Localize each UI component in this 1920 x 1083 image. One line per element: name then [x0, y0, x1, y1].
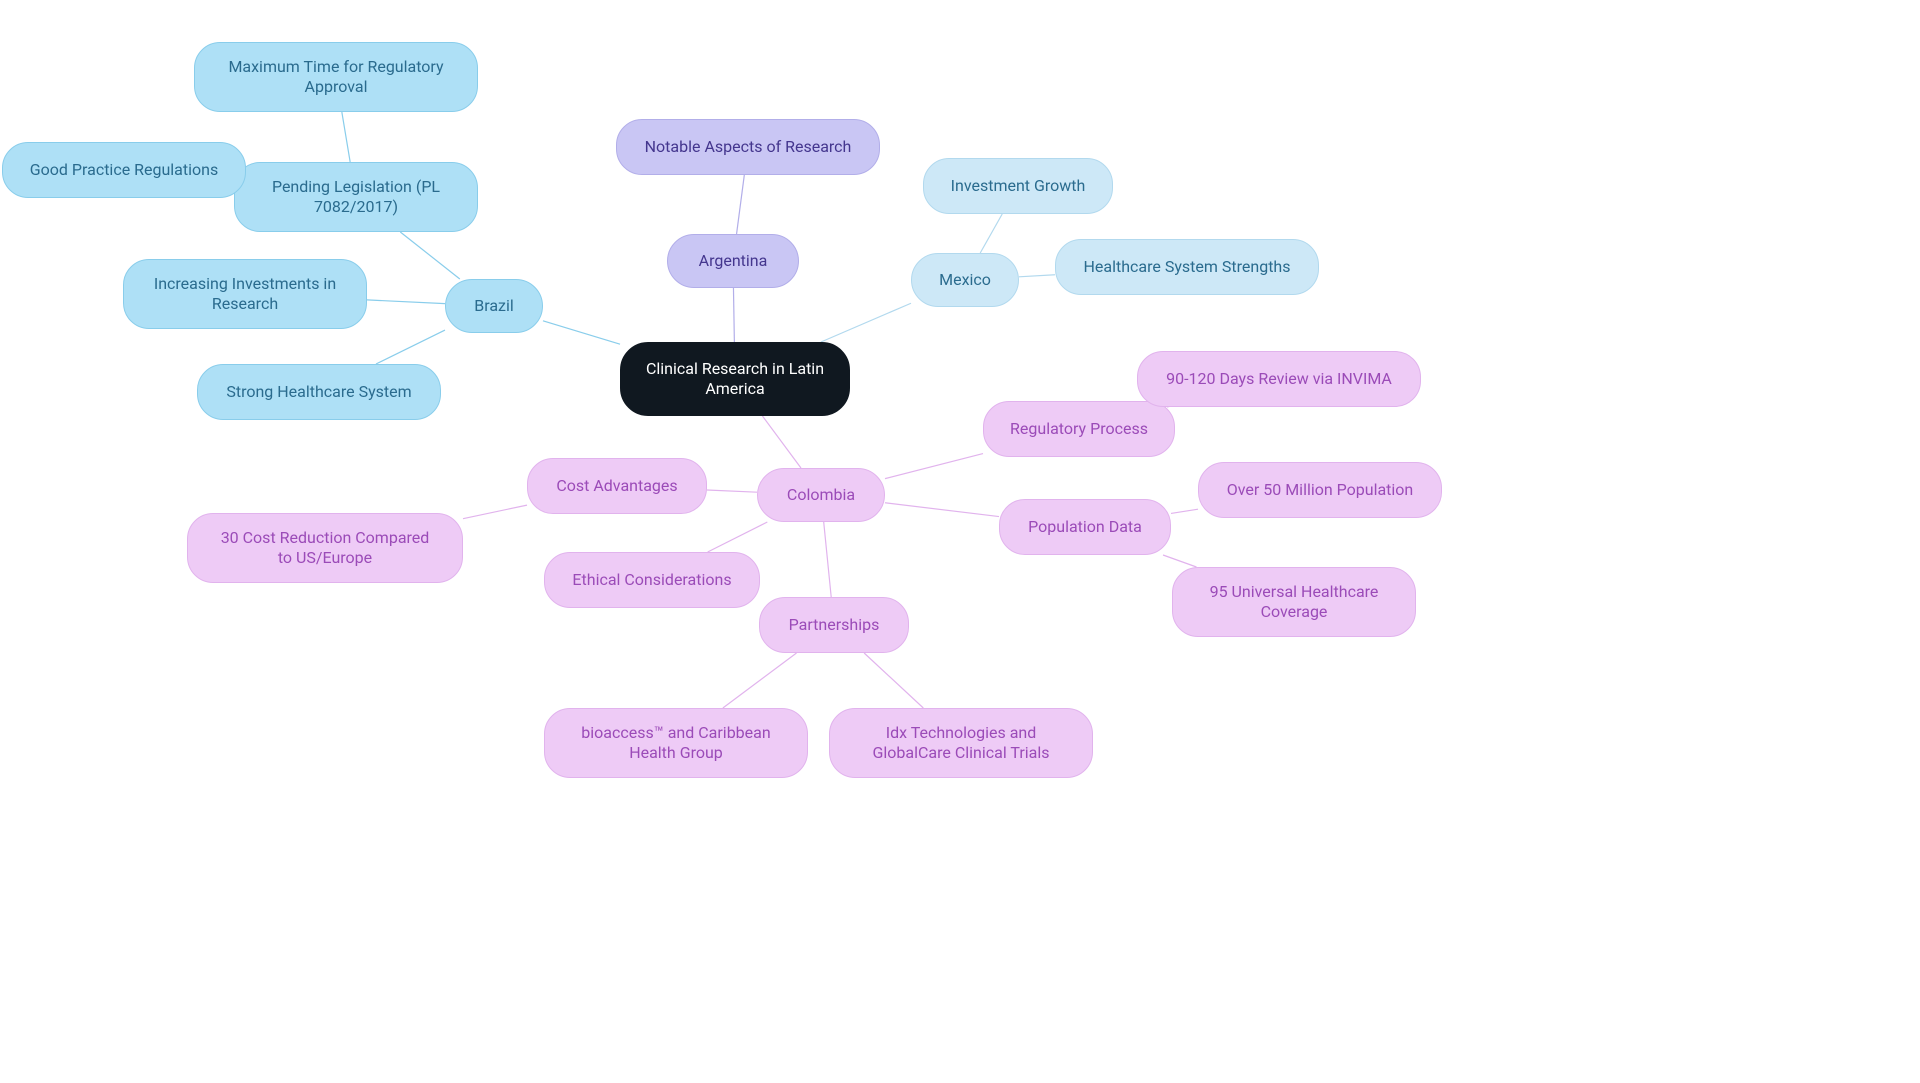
- edge: [762, 416, 801, 468]
- node-label: Mexico: [939, 270, 991, 290]
- node-col_ethics: Ethical Considerations: [544, 552, 760, 608]
- node-argentina: Argentina: [667, 234, 799, 288]
- node-argentina_aspects: Notable Aspects of Research: [616, 119, 880, 175]
- node-col_cost_30: 30 Cost Reduction Compared to US/Europe: [187, 513, 463, 583]
- node-label: Notable Aspects of Research: [645, 137, 852, 157]
- edge: [342, 112, 350, 162]
- node-label: Healthcare System Strengths: [1083, 257, 1290, 277]
- edge: [463, 505, 527, 519]
- node-mexico_invest: Investment Growth: [923, 158, 1113, 214]
- node-label: 30 Cost Reduction Compared to US/Europe: [212, 528, 438, 568]
- node-label: Strong Healthcare System: [226, 382, 411, 402]
- edge: [864, 653, 923, 708]
- edge: [824, 522, 832, 597]
- edge: [733, 288, 734, 342]
- node-colombia: Colombia: [757, 468, 885, 522]
- node-label: bioaccess™ and Caribbean Health Group: [569, 723, 783, 763]
- node-label: Regulatory Process: [1010, 419, 1148, 439]
- node-col_partners_bio: bioaccess™ and Caribbean Health Group: [544, 708, 808, 778]
- node-label: 90-120 Days Review via INVIMA: [1166, 369, 1392, 389]
- edge: [1163, 555, 1196, 567]
- edge: [367, 300, 445, 304]
- node-brazil_gpr: Good Practice Regulations: [2, 142, 246, 198]
- node-label: Increasing Investments in Research: [148, 274, 342, 314]
- node-brazil: Brazil: [445, 279, 543, 333]
- node-label: Colombia: [787, 485, 855, 505]
- edge: [885, 503, 999, 517]
- node-col_pop: Population Data: [999, 499, 1171, 555]
- node-col_partners_idx: Idx Technologies and GlobalCare Clinical…: [829, 708, 1093, 778]
- node-label: Investment Growth: [951, 176, 1086, 196]
- edge: [821, 303, 911, 342]
- node-label: Cost Advantages: [556, 476, 677, 496]
- node-col_pop_95: 95 Universal Healthcare Coverage: [1172, 567, 1416, 637]
- node-col_reg: Regulatory Process: [983, 401, 1175, 457]
- edge: [737, 175, 745, 234]
- edge: [707, 490, 757, 492]
- node-label: Over 50 Million Population: [1227, 480, 1414, 500]
- node-center: Clinical Research in Latin America: [620, 342, 850, 416]
- node-label: Pending Legislation (PL 7082/2017): [259, 177, 453, 217]
- edge: [1171, 509, 1198, 513]
- edge: [400, 232, 460, 279]
- node-label: Idx Technologies and GlobalCare Clinical…: [854, 723, 1068, 763]
- node-col_cost: Cost Advantages: [527, 458, 707, 514]
- node-label: Good Practice Regulations: [30, 160, 218, 180]
- edge: [723, 653, 797, 708]
- node-label: Population Data: [1028, 517, 1142, 537]
- node-label: 95 Universal Healthcare Coverage: [1197, 582, 1391, 622]
- node-brazil_health: Strong Healthcare System: [197, 364, 441, 420]
- edge: [1019, 275, 1055, 277]
- edge: [543, 321, 620, 344]
- edge: [885, 454, 983, 479]
- edge: [708, 522, 768, 552]
- node-label: Argentina: [699, 251, 768, 271]
- node-brazil_legis: Pending Legislation (PL 7082/2017): [234, 162, 478, 232]
- node-mexico: Mexico: [911, 253, 1019, 307]
- node-label: Maximum Time for Regulatory Approval: [219, 57, 453, 97]
- node-label: Clinical Research in Latin America: [645, 359, 825, 399]
- node-label: Ethical Considerations: [572, 570, 731, 590]
- node-mexico_health: Healthcare System Strengths: [1055, 239, 1319, 295]
- node-label: Partnerships: [789, 615, 880, 635]
- node-col_pop_50m: Over 50 Million Population: [1198, 462, 1442, 518]
- node-label: Brazil: [474, 296, 514, 316]
- edge: [376, 330, 445, 364]
- edge: [980, 214, 1002, 253]
- node-brazil_maxtime: Maximum Time for Regulatory Approval: [194, 42, 478, 112]
- node-brazil_invest: Increasing Investments in Research: [123, 259, 367, 329]
- node-col_partners: Partnerships: [759, 597, 909, 653]
- node-col_reg_days: 90-120 Days Review via INVIMA: [1137, 351, 1421, 407]
